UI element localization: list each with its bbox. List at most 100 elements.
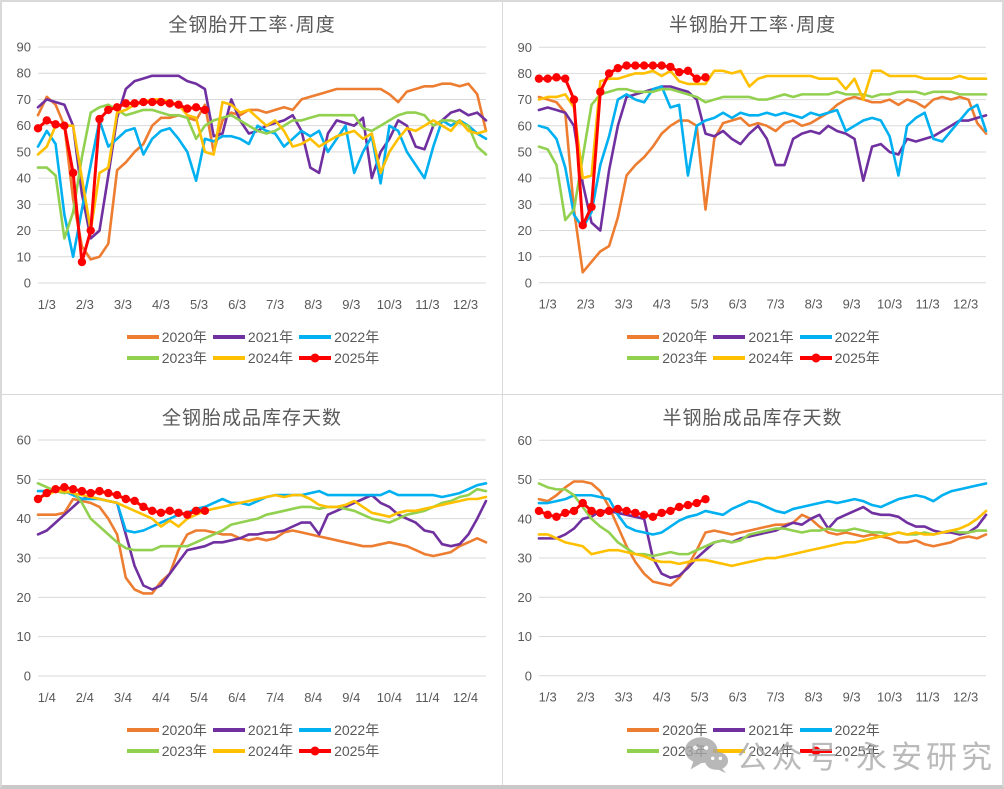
legend-item-2020年[interactable]: 2020年: [625, 327, 707, 347]
series-marker-2025年: [104, 105, 113, 115]
legend-item-2025年[interactable]: 2025年: [297, 348, 379, 368]
series-marker-2025年: [147, 506, 157, 515]
chart-title-full-steel-inventory-days: 全钢胎成品库存天数: [161, 408, 342, 429]
series-line-2020年: [36, 82, 488, 261]
series-marker-2025年: [534, 506, 544, 516]
chart-plot-semi-steel-inventory-days: 0 10 20 30 40 50 60 1/3 2/3 3/3 4/3 5/3 6/3 7/3 8/3 9/3…: [518, 433, 988, 705]
legend-item-2020年[interactable]: 2020年: [125, 720, 207, 740]
legend-label: 2024年: [748, 743, 794, 759]
legend-item-2022年[interactable]: 2022年: [798, 327, 880, 347]
legend-item-2021年[interactable]: 2021年: [711, 720, 794, 740]
x-axis-tick-label: 11/3: [915, 297, 939, 312]
legend-item-2023年[interactable]: 2023年: [125, 741, 207, 761]
series-marker-2025年: [174, 508, 183, 517]
legend-swatch-marker: [811, 746, 821, 756]
x-axis-tick-label: 12/3: [953, 297, 978, 312]
series-marker-2025年: [33, 124, 43, 133]
legend-item-2022年[interactable]: 2022年: [297, 720, 379, 740]
x-axis-tick-label: 1/4: [38, 690, 56, 705]
legend-item-2020年[interactable]: 2020年: [625, 720, 707, 740]
y-axis-tick-label: 60: [518, 118, 532, 133]
x-axis-tick-label: 7/3: [266, 297, 284, 312]
legend-row: 2020年 2021年 2022年: [123, 327, 381, 347]
legend-item-2025年[interactable]: 2025年: [798, 741, 880, 761]
y-axis-tick-label: 30: [17, 551, 31, 566]
series-marker-2025年: [596, 87, 605, 96]
series-marker-2025年: [165, 506, 174, 515]
y-axis-tick-label: 70: [518, 92, 532, 107]
x-axis-tick-label: 2/3: [577, 297, 595, 312]
y-axis-tick-label: 40: [518, 171, 532, 186]
legend-label: 2025年: [334, 743, 380, 759]
series-marker-2025年: [692, 498, 701, 508]
y-axis-tick-label: 60: [17, 118, 31, 133]
x-axis-tick-label: 11/3: [415, 297, 439, 312]
series-marker-2025年: [631, 61, 640, 70]
legend-item-2024年[interactable]: 2024年: [711, 348, 794, 368]
legend-swatch-marker: [310, 353, 320, 363]
legend-item-2022年[interactable]: 2022年: [798, 720, 880, 740]
x-axis-tick-label: 3/3: [615, 690, 633, 705]
x-axis-tick-label: 9/3: [342, 297, 360, 312]
series-marker-2025年: [200, 105, 210, 115]
x-axis-tick-label: 7/3: [767, 297, 785, 312]
series-marker-2025年: [42, 488, 51, 498]
legend-swatch-2020年: [126, 335, 159, 339]
legend-item-2021年[interactable]: 2021年: [711, 327, 794, 347]
legend-item-2025年[interactable]: 2025年: [798, 348, 880, 368]
chart-plot-full-steel-operating-rate: 0 10 20 30 40 50 60 70 80 90 1/3 2/3 3/3 4/3 5/3 6/3 7/3…: [17, 40, 488, 312]
legend-swatch-2022年: [799, 728, 832, 732]
legend-item-2025年[interactable]: 2025年: [297, 741, 379, 761]
legend-swatch-2022年: [799, 335, 832, 339]
x-axis-tick-label: 10/3: [877, 690, 902, 705]
y-axis-tick-label: 20: [17, 590, 31, 605]
x-axis-tick-label: 1/3: [38, 297, 56, 312]
series-marker-2025年: [165, 99, 174, 108]
legend-item-2020年[interactable]: 2020年: [125, 327, 207, 347]
legend-item-2022年[interactable]: 2022年: [297, 327, 379, 347]
legend-item-2024年[interactable]: 2024年: [211, 348, 293, 368]
series-marker-2025年: [86, 226, 95, 235]
series-marker-2025年: [648, 512, 658, 522]
legend-label: 2020年: [662, 329, 708, 345]
series-marker-2025年: [587, 506, 596, 516]
series-marker-2025年: [104, 488, 113, 498]
series-marker-2025年: [604, 69, 614, 78]
legend-item-2021年[interactable]: 2021年: [211, 720, 293, 740]
legend-item-2024年[interactable]: 2024年: [211, 741, 293, 761]
series-marker-2025年: [648, 61, 658, 70]
series-marker-2025年: [657, 508, 666, 518]
x-axis-tick-label: 9/4: [342, 690, 360, 705]
series-line-2021年: [537, 505, 988, 579]
series-marker-2025年: [569, 506, 579, 516]
series-marker-2025年: [552, 512, 561, 522]
legend-label: 2023年: [161, 350, 207, 366]
y-axis-tick-label: 0: [525, 275, 532, 290]
series-marker-2025年: [174, 100, 183, 109]
series-marker-2025年: [543, 74, 552, 83]
legend-item-2024年[interactable]: 2024年: [711, 741, 794, 761]
legend-swatch-2020年: [627, 728, 660, 732]
x-axis-tick-label: 1/3: [539, 297, 557, 312]
series-marker-2025年: [666, 506, 675, 516]
series-marker-2025年: [191, 103, 201, 112]
y-axis-tick-label: 90: [17, 40, 31, 55]
x-axis-tick-label: 2/3: [76, 297, 94, 312]
series-marker-2025年: [578, 498, 587, 508]
legend-item-2023年[interactable]: 2023年: [625, 348, 707, 368]
series-marker-2025年: [631, 508, 640, 518]
legend-swatch-2023年: [627, 356, 660, 360]
panel-full-steel-operating-rate: 全钢胎开工率·周度 0 10 20 30 40 50 60 70 80 90 1/3 2/3 3/3 4/…: [2, 2, 502, 394]
panel-semi-steel-inventory-days: 半钢胎成品库存天数 0 10 20 30 40 50 60 1/3 2/3 3/3 4/3 5/3 6/…: [502, 394, 1002, 785]
x-axis-tick-label: 10/4: [377, 690, 402, 705]
legend-item-2023年[interactable]: 2023年: [125, 348, 207, 368]
chart-title-semi-steel-operating-rate: 半钢胎开工率·周度: [668, 15, 837, 36]
legend-item-2021年[interactable]: 2021年: [211, 327, 293, 347]
series-line-2024年: [537, 509, 988, 568]
y-axis-tick-label: 20: [518, 223, 532, 238]
y-axis-tick-label: 50: [518, 472, 532, 487]
y-axis-tick-label: 30: [518, 197, 532, 212]
legend-label: 2021年: [247, 329, 294, 345]
legend-item-2023年[interactable]: 2023年: [625, 741, 707, 761]
x-axis-tick-label: 2/4: [76, 690, 94, 705]
